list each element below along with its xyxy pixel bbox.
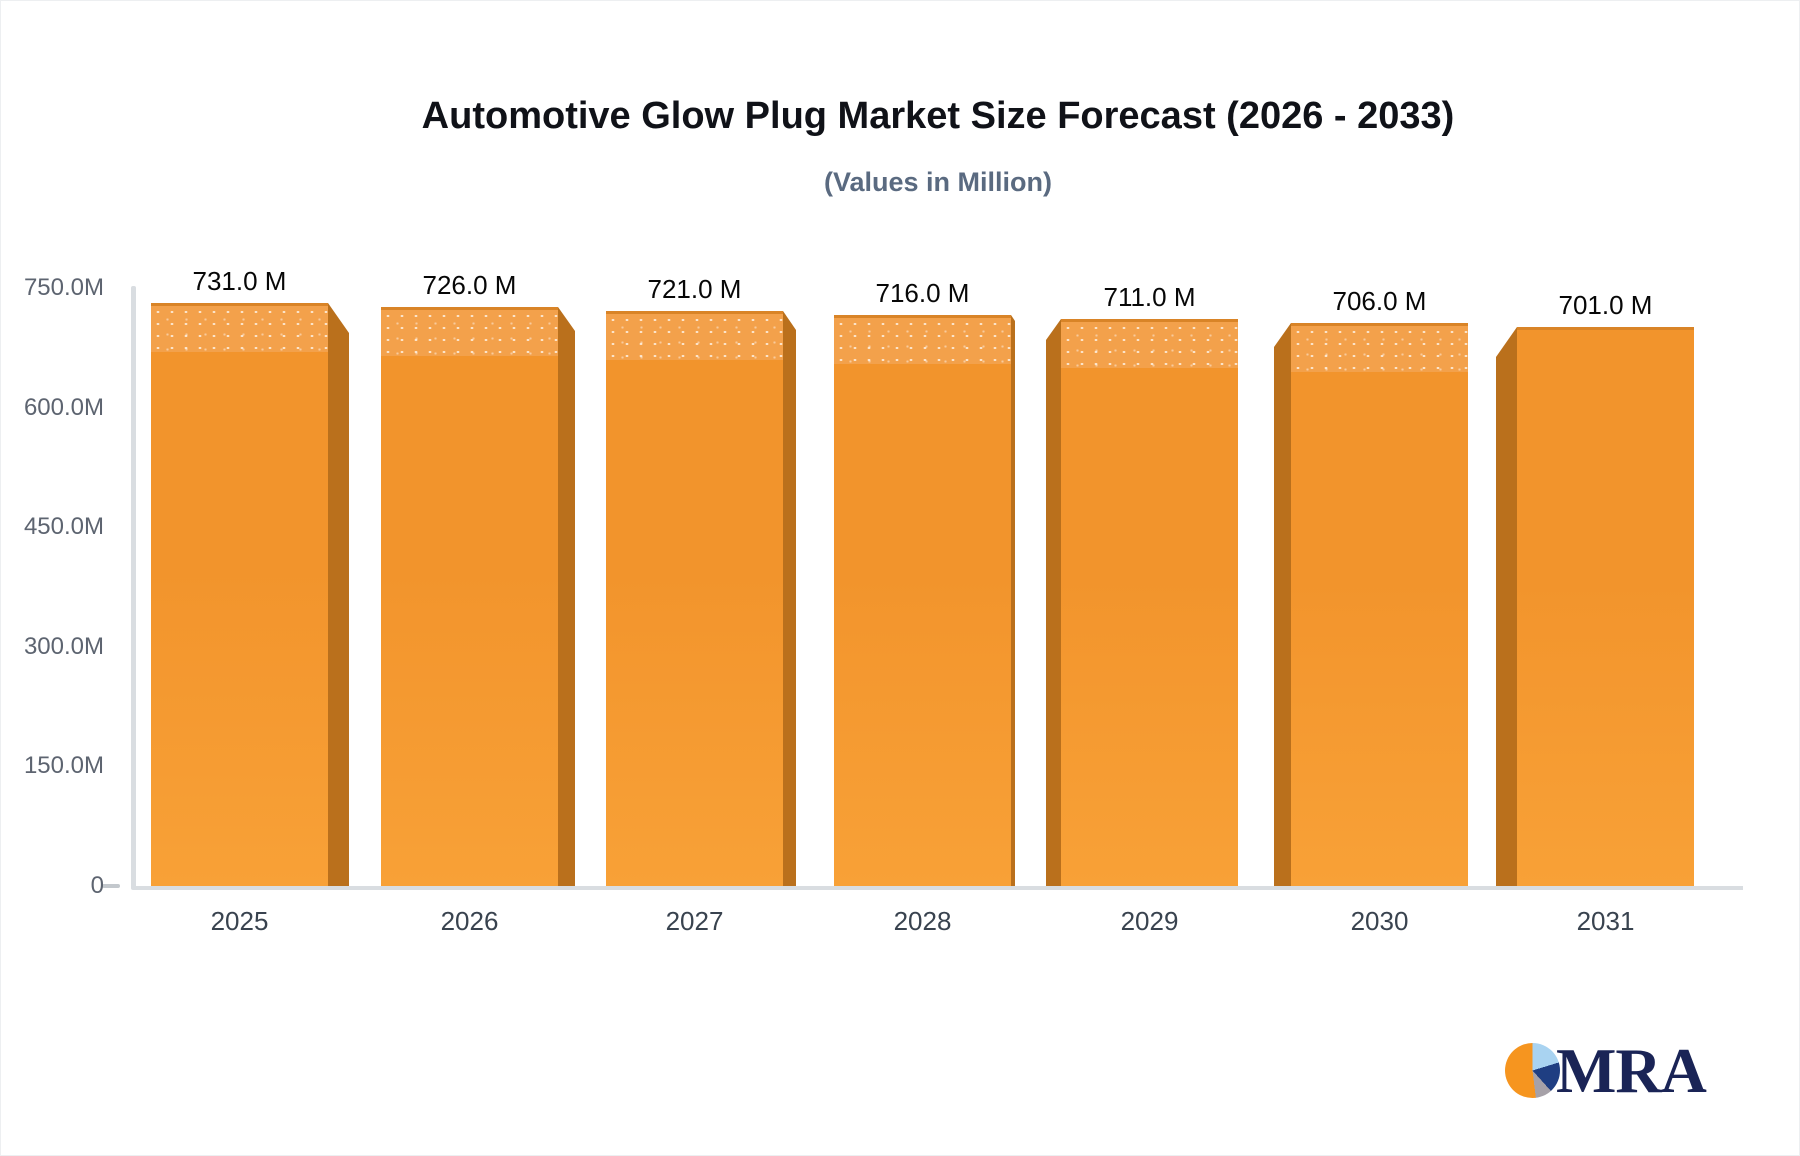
bar-3d-side <box>783 311 796 886</box>
bar-value-label: 711.0 M <box>1103 282 1196 312</box>
y-axis-tick-label: 0 <box>90 872 104 899</box>
bar-value-label: 701.0 M <box>1558 290 1653 320</box>
bar-3d-side <box>1274 323 1291 886</box>
x-axis-label: 2031 <box>1576 906 1635 936</box>
x-axis-label: 2025 <box>210 906 269 936</box>
mra-logo: MRA <box>1505 1034 1707 1106</box>
bar-dotted-texture <box>834 318 1011 364</box>
bar-dotted-texture <box>151 306 328 352</box>
logo-text: MRA <box>1556 1034 1707 1106</box>
bar-face <box>1517 327 1694 886</box>
y-axis-tick-label: 150.0M <box>23 752 104 780</box>
bar-value-label: 721.0 M <box>647 274 742 304</box>
bar-face <box>151 303 328 886</box>
x-axis-label: 2026 <box>440 906 499 936</box>
x-axis-baseline <box>133 886 1743 890</box>
bar-dotted-texture <box>381 310 558 356</box>
bar-3d-side <box>328 303 349 886</box>
x-axis-label: 2027 <box>665 906 724 936</box>
x-axis-label: 2029 <box>1120 906 1179 936</box>
x-axis-label: 2028 <box>893 906 952 936</box>
bar-face <box>834 315 1011 886</box>
y-axis-tick-label: 450.0M <box>23 513 104 541</box>
x-axis-label: 2030 <box>1350 906 1409 936</box>
bar-face <box>1291 323 1468 886</box>
zero-tick-mark <box>102 884 120 888</box>
bar-value-label: 716.0 M <box>875 278 970 308</box>
bar-face <box>381 307 558 886</box>
bar-value-label: 731.0 M <box>192 266 287 296</box>
y-axis-line <box>131 286 136 890</box>
bar-3d-side <box>558 307 575 886</box>
bar-value-label: 706.0 M <box>1332 286 1427 316</box>
bar-value-label: 726.0 M <box>422 270 517 300</box>
bar-dotted-texture <box>1291 326 1468 372</box>
bar-face <box>606 311 783 886</box>
bar-3d-side <box>1011 315 1015 886</box>
bar-dotted-texture <box>1061 322 1238 368</box>
chart-title: Automotive Glow Plug Market Size Forecas… <box>421 95 1455 137</box>
y-axis-tick-label: 300.0M <box>23 632 104 660</box>
pie-chart-icon <box>1505 1042 1560 1098</box>
y-axis-tick-label: 750.0M <box>23 274 104 301</box>
bar-3d-side <box>1046 319 1061 886</box>
bar-dotted-texture <box>606 314 783 360</box>
chart-subtitle: (Values in Million) <box>823 167 1053 197</box>
bar-face <box>1061 319 1238 886</box>
bar-3d-side <box>1496 327 1517 886</box>
y-axis-tick-label: 600.0M <box>23 393 104 421</box>
